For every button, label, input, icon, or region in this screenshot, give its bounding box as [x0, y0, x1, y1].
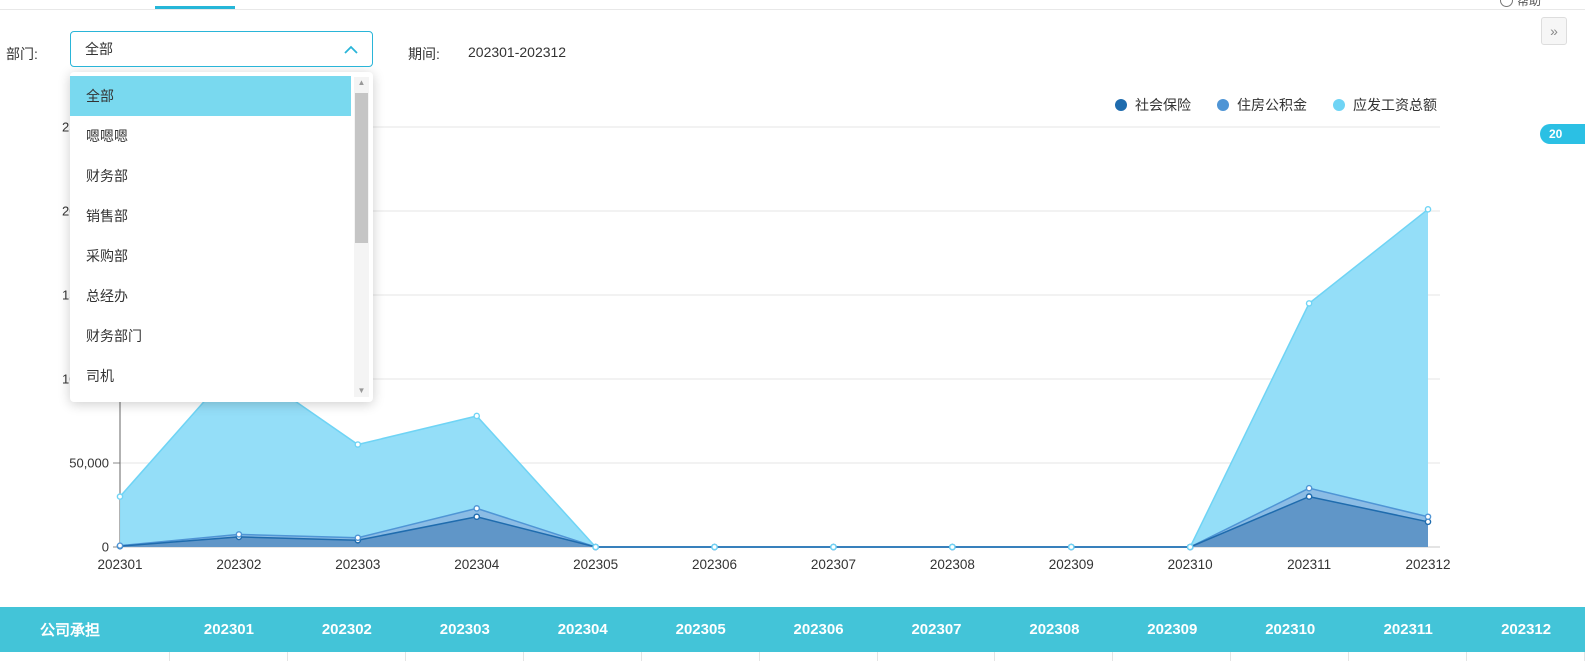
- table-header-col: 202302: [321, 621, 372, 638]
- status-badge: 20: [1540, 124, 1585, 144]
- department-select[interactable]: 全部: [70, 31, 373, 67]
- legend-dot: [1333, 99, 1345, 111]
- dropdown-item-7[interactable]: 司机: [86, 368, 114, 384]
- table-header-col: 202301: [203, 621, 254, 638]
- table-body-cell: [760, 652, 878, 661]
- period-value: 202301-202312: [468, 44, 567, 60]
- chart-legend: 社会保险 住房公积金 应发工资总额: [1115, 95, 1437, 115]
- period-label: 期间:: [408, 46, 440, 62]
- table-body-cell: [0, 652, 170, 661]
- dropdown-item-4[interactable]: 采购部: [86, 248, 128, 264]
- table-body-cell: [1231, 652, 1350, 661]
- table-body-cell: [406, 652, 524, 661]
- table-header-col: 202303: [439, 621, 490, 638]
- department-label: 部门:: [6, 46, 38, 62]
- table-header-col: 202304: [557, 621, 608, 638]
- table-header-col: 202309: [1147, 621, 1198, 638]
- dropdown-item-2[interactable]: 财务部: [86, 168, 128, 184]
- table-body-cell: [995, 652, 1114, 661]
- dropdown-item-1[interactable]: 嗯嗯嗯: [86, 128, 128, 144]
- svg-text:202302: 202302: [216, 557, 261, 572]
- dropdown-item-3[interactable]: 销售部: [86, 208, 128, 224]
- help-link[interactable]: 帮助: [1499, 0, 1541, 9]
- table-body-cell: [170, 652, 288, 661]
- legend-label: 社会保险: [1135, 97, 1191, 113]
- department-select-value: 全部: [85, 41, 113, 57]
- collapse-panel-button[interactable]: »: [1541, 17, 1567, 45]
- table-header-rowlabel: 公司承担: [40, 622, 101, 639]
- svg-text:202307: 202307: [811, 557, 856, 572]
- dropdown-item-5[interactable]: 总经办: [86, 288, 128, 304]
- scroll-up-icon[interactable]: ▲: [357, 78, 366, 87]
- table-body-cell: [878, 652, 996, 661]
- dropdown-scrollbar[interactable]: ▲ ▼: [354, 77, 369, 397]
- svg-text:50,000: 50,000: [69, 456, 109, 471]
- table-body-cell: [1349, 652, 1468, 661]
- table-body-cell: [1467, 652, 1585, 661]
- table-body-row: [0, 652, 1585, 661]
- table-header-col: 202307: [911, 621, 962, 638]
- scroll-down-icon[interactable]: ▼: [357, 386, 366, 395]
- table-body-cell: [1113, 652, 1232, 661]
- svg-text:202309: 202309: [1049, 557, 1094, 572]
- top-tab-bar: 帮助: [0, 0, 1585, 10]
- svg-text:202304: 202304: [454, 557, 500, 572]
- table-header-col: 202312: [1501, 621, 1552, 638]
- active-tab-underline: [155, 6, 235, 9]
- svg-text:202310: 202310: [1168, 557, 1213, 572]
- chevron-up-icon: [344, 45, 358, 54]
- table-header-col: 202306: [793, 621, 844, 638]
- table-header-row: 公司承担 202301 202302 202303 202304 202305 202306…: [0, 607, 1585, 652]
- table-header-col: 202305: [675, 621, 726, 638]
- legend-item-1[interactable]: 住房公积金: [1217, 95, 1307, 115]
- summary-table: 公司承担 202301 202302 202303 202304 202305 202306…: [0, 607, 1585, 661]
- svg-text:0: 0: [102, 540, 109, 555]
- scrollbar-thumb[interactable]: [355, 93, 368, 243]
- svg-text:202312: 202312: [1405, 557, 1450, 572]
- svg-text:202301: 202301: [97, 557, 142, 572]
- svg-text:202311: 202311: [1287, 557, 1331, 572]
- legend-item-0[interactable]: 社会保险: [1115, 95, 1191, 115]
- legend-dot: [1217, 99, 1229, 111]
- help-label: 帮助: [1516, 0, 1541, 8]
- svg-text:202306: 202306: [692, 557, 737, 572]
- table-body-cell: [642, 652, 760, 661]
- svg-text:202303: 202303: [335, 557, 380, 572]
- table-body-cell: [524, 652, 642, 661]
- double-chevron-right-icon: »: [1550, 23, 1558, 39]
- help-icon: [1499, 0, 1513, 7]
- table-header-col: 202311: [1383, 621, 1433, 638]
- legend-item-2[interactable]: 应发工资总额: [1333, 95, 1437, 115]
- department-dropdown: 全部嗯嗯嗯财务部销售部采购部总经办财务部门司机 ▲ ▼: [70, 72, 373, 402]
- legend-dot: [1115, 99, 1127, 111]
- dropdown-list: 全部嗯嗯嗯财务部销售部采购部总经办财务部门司机: [70, 76, 373, 396]
- dropdown-item-0[interactable]: 全部: [70, 76, 351, 116]
- svg-text:202305: 202305: [573, 557, 618, 572]
- legend-label: 住房公积金: [1237, 97, 1307, 113]
- table-body-cell: [288, 652, 406, 661]
- dropdown-item-6[interactable]: 财务部门: [86, 328, 142, 344]
- svg-text:202308: 202308: [930, 557, 975, 572]
- legend-label: 应发工资总额: [1353, 97, 1437, 113]
- table-header-col: 202308: [1029, 621, 1080, 638]
- table-header-col: 202310: [1265, 621, 1316, 638]
